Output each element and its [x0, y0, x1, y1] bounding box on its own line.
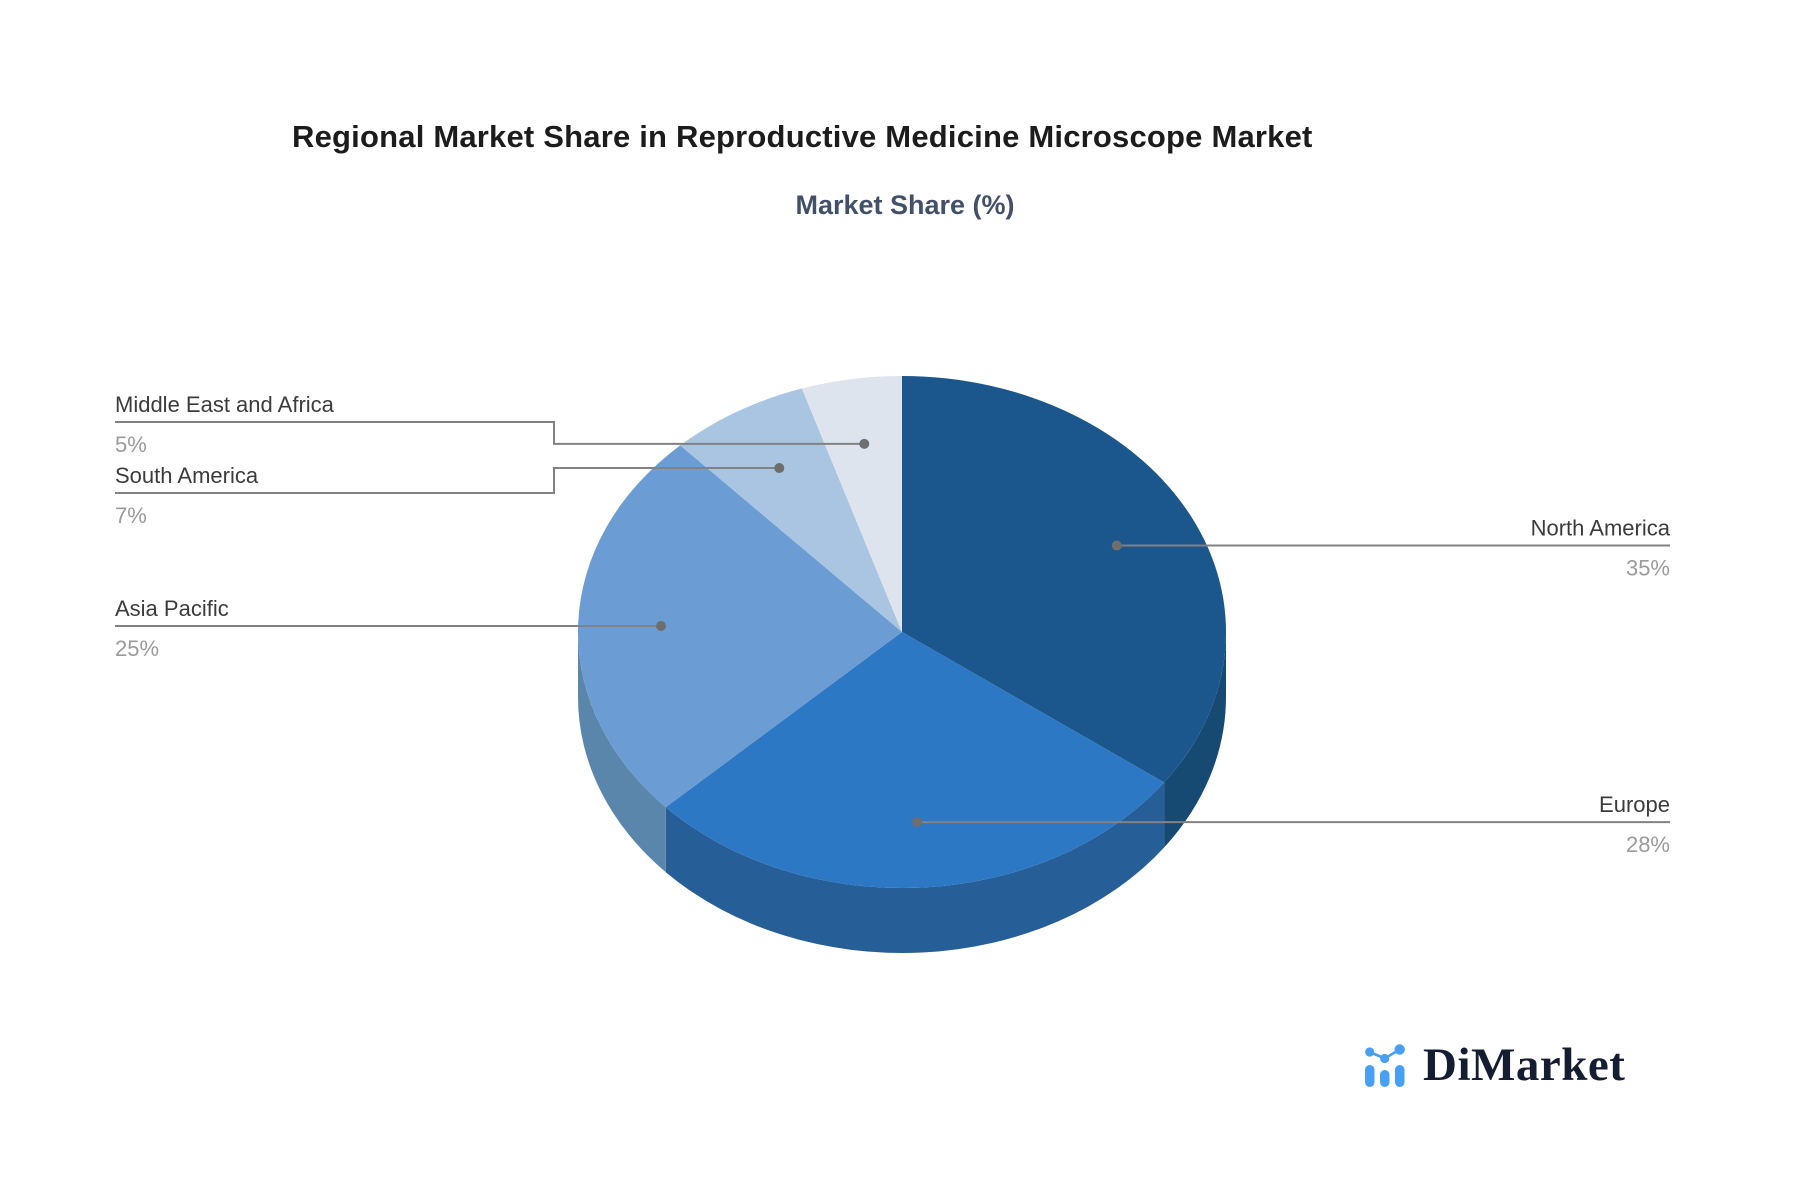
slice-value-middle-east-and-africa: 5% [115, 432, 147, 457]
bar-chart-logo-icon [1365, 1044, 1405, 1087]
pie-slice-north-america[interactable] [902, 376, 1226, 783]
leader-dot-europe [912, 817, 923, 828]
slice-value-europe: 28% [1626, 832, 1670, 857]
logo-dot-3 [1394, 1044, 1405, 1055]
pie-slice-south-america[interactable] [680, 388, 902, 632]
pie-slice-side-europe [665, 782, 1165, 953]
leader-dot-middle-east-and-africa [859, 438, 870, 449]
slice-label-south-america: South America [115, 463, 259, 488]
logo-dot-1 [1365, 1047, 1375, 1057]
slice-value-north-america: 35% [1626, 556, 1670, 581]
logo-bar-3 [1395, 1065, 1405, 1087]
logo-bar-1 [1365, 1065, 1375, 1087]
slice-value-asia-pacific: 25% [115, 636, 159, 661]
chart-subtitle: Market Share (%) [795, 190, 1015, 220]
logo-dot-2 [1380, 1053, 1390, 1064]
slice-value-south-america: 7% [115, 503, 147, 528]
brand-logo-text: DiMarket [1423, 1039, 1626, 1091]
pie-slice-europe[interactable] [665, 632, 1165, 889]
slice-label-middle-east-and-africa: Middle East and Africa [115, 392, 335, 417]
leader-dot-asia-pacific [656, 621, 667, 632]
leader-line-middle-east-and-africa [115, 421, 865, 445]
pie-slice-asia-pacific[interactable] [578, 445, 902, 808]
pie-3d-sides [578, 632, 1226, 953]
slice-labels: North America 35% Europe 28% Asia Pacific 25%… [115, 392, 1671, 857]
pie-slices [578, 376, 1226, 889]
slice-label-europe: Europe [1599, 792, 1670, 817]
pie-slice-side-asia-pacific [578, 632, 666, 873]
slice-label-asia-pacific: Asia Pacific [115, 596, 229, 621]
leader-line-south-america [115, 467, 780, 494]
pie-slice-side-north-america [1164, 632, 1226, 848]
brand-logo: DiMarket [1364, 1042, 1625, 1089]
leader-dot-south-america [774, 463, 785, 474]
leader-lines [115, 421, 1670, 828]
chart-title: Regional Market Share in Reproductive Me… [292, 119, 1313, 154]
logo-bar-2 [1380, 1070, 1390, 1087]
pie-slice-middle-east-and-africa[interactable] [801, 376, 902, 632]
leader-dot-north-america [1111, 540, 1122, 551]
slice-label-north-america: North America [1531, 516, 1671, 541]
